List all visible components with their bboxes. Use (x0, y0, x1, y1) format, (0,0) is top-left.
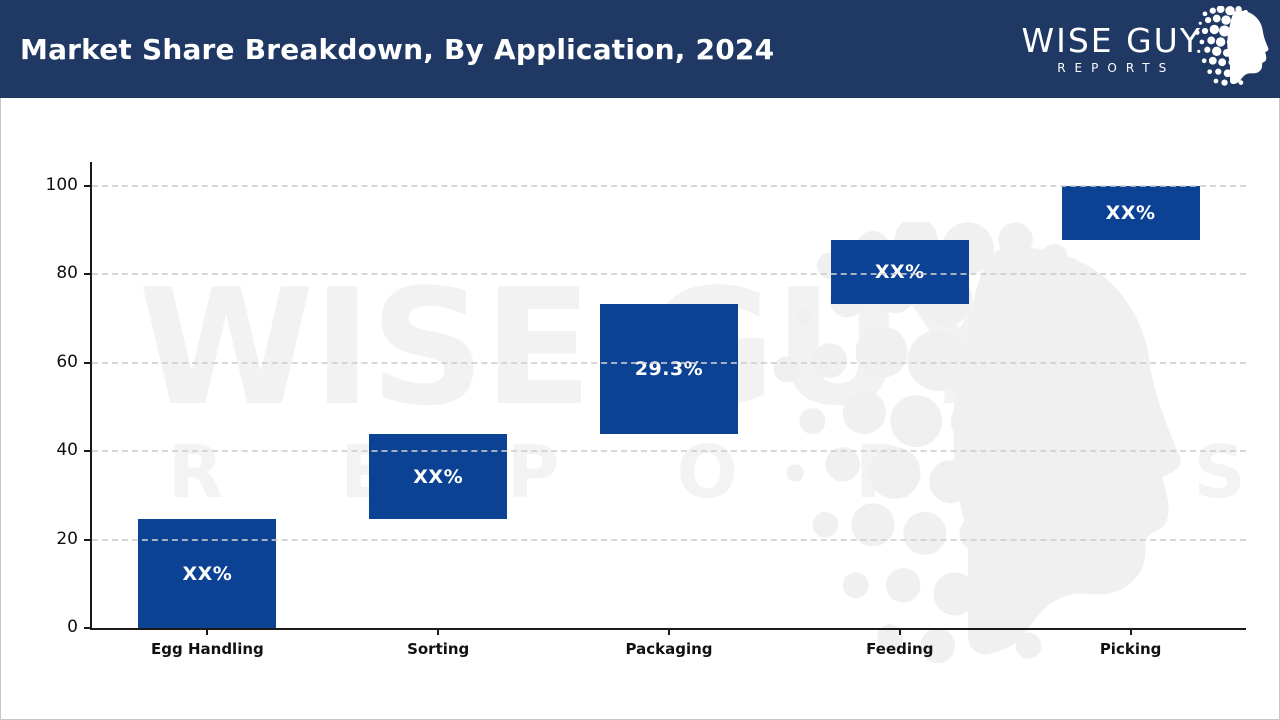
y-tick-label: 60 (56, 351, 78, 372)
bar-value-label: XX% (874, 261, 925, 284)
x-tick-mark (668, 628, 670, 635)
dotted-head-icon (1194, 6, 1269, 86)
x-tick-mark (206, 628, 209, 635)
y-tick-mark (84, 450, 92, 453)
y-tick-mark (84, 538, 92, 541)
y-axis-line (90, 162, 92, 630)
x-axis-line (90, 628, 1246, 630)
x-tick-label: Packaging (625, 640, 713, 658)
y-tick-label: 100 (45, 175, 78, 195)
y-tick-label: 0 (67, 617, 78, 637)
x-tick-mark (437, 628, 440, 635)
bar-value-label: XX% (182, 562, 233, 585)
y-tick-mark (84, 627, 92, 629)
y-tick-mark (84, 273, 92, 276)
x-tick-label: Sorting (407, 640, 470, 658)
gridline-y-60 (92, 361, 1246, 364)
gridline-y-40 (92, 450, 1246, 453)
gridline-y-100 (92, 185, 1246, 187)
y-tick-label: 40 (56, 440, 78, 461)
logo-wiseguy-label: WISE GUY (1021, 21, 1202, 60)
y-tick-mark (84, 361, 92, 364)
x-tick-label: Egg Handling (151, 640, 264, 658)
bar-value-label: XX% (413, 465, 464, 488)
bar-feeding: XX% (830, 239, 969, 305)
gridline-y-80 (92, 273, 1246, 276)
y-tick-label: 80 (56, 263, 78, 284)
bar-picking: XX% (1061, 186, 1200, 240)
header: Market Share Breakdown, By Application, … (0, 0, 1280, 98)
x-tick-mark (898, 628, 901, 635)
wise-guy-reports-logo: WISE GUY REPORTS (1021, 6, 1272, 92)
x-tick-mark (1129, 628, 1132, 635)
page-title: Market Share Breakdown, By Application, … (20, 32, 775, 66)
bar-sorting: XX% (369, 433, 508, 520)
x-tick-label: Picking (1099, 640, 1162, 658)
logo-reports-label: REPORTS (1057, 61, 1176, 75)
bar-value-label: XX% (1105, 201, 1156, 224)
gridline-y-20 (92, 538, 1246, 541)
y-tick-label: 20 (56, 528, 78, 549)
y-tick-mark (84, 185, 92, 187)
x-tick-label: Feeding (866, 640, 934, 658)
bar-packaging: 29.3% (600, 304, 738, 434)
logo-text: WISE GUY REPORTS (1021, 24, 1202, 74)
bar-egg-handling: XX% (138, 519, 277, 628)
